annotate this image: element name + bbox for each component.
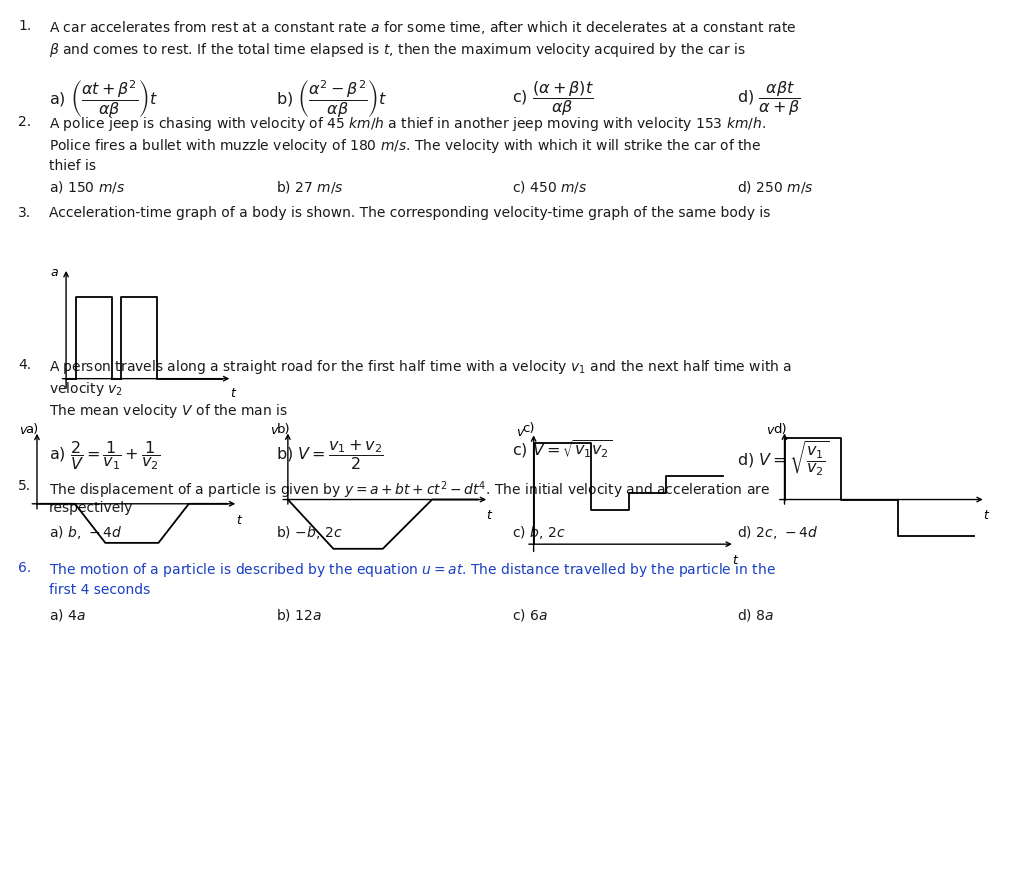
Text: t: t	[983, 510, 988, 523]
Text: 5.: 5.	[18, 479, 32, 493]
Text: b) $\left(\dfrac{\alpha^2 - \beta^2}{\alpha\beta}\right)t$: b) $\left(\dfrac{\alpha^2 - \beta^2}{\al…	[276, 79, 388, 121]
Text: A police jeep is chasing with velocity of 45 $km/h$ a thief in another jeep movi: A police jeep is chasing with velocity o…	[49, 115, 766, 134]
Text: c) $b,\,2c$: c) $b,\,2c$	[512, 524, 566, 541]
Text: $\beta$ and comes to rest. If the total time elapsed is $t$, then the maximum ve: $\beta$ and comes to rest. If the total …	[49, 41, 746, 59]
Text: t: t	[732, 554, 737, 567]
Text: 2.: 2.	[18, 115, 32, 129]
Text: Acceleration-time graph of a body is shown. The corresponding velocity-time grap: Acceleration-time graph of a body is sho…	[49, 206, 770, 220]
Text: b): b)	[276, 423, 290, 436]
Text: a) $\dfrac{2}{V} = \dfrac{1}{v_1} + \dfrac{1}{v_2}$: a) $\dfrac{2}{V} = \dfrac{1}{v_1} + \dfr…	[49, 439, 161, 472]
Text: d): d)	[773, 423, 786, 436]
Text: first 4 seconds: first 4 seconds	[49, 583, 151, 597]
Text: 4.: 4.	[18, 358, 32, 372]
Text: a) $\left(\dfrac{\alpha t + \beta^2}{\alpha\beta}\right)t$: a) $\left(\dfrac{\alpha t + \beta^2}{\al…	[49, 79, 159, 121]
Text: t: t	[236, 514, 241, 527]
Text: c) 450 $m/s$: c) 450 $m/s$	[512, 179, 588, 195]
Text: 6.: 6.	[18, 561, 32, 575]
Text: thief is: thief is	[49, 159, 96, 173]
Text: d) $8a$: d) $8a$	[737, 607, 774, 622]
Text: d) $V = \sqrt{\dfrac{v_1}{v_2}}$: d) $V = \sqrt{\dfrac{v_1}{v_2}}$	[737, 439, 829, 477]
Text: velocity $v_2$: velocity $v_2$	[49, 380, 123, 399]
Text: c): c)	[522, 422, 535, 435]
Text: A car accelerates from rest at a constant rate $a$ for some time, after which it: A car accelerates from rest at a constan…	[49, 19, 797, 36]
Text: 3.: 3.	[18, 206, 32, 220]
Text: A person travels along a straight road for the first half time with a velocity $: A person travels along a straight road f…	[49, 358, 793, 377]
Text: a) $4a$: a) $4a$	[49, 607, 86, 622]
Text: a) 150 $m/s$: a) 150 $m/s$	[49, 179, 126, 195]
Text: a): a)	[26, 423, 39, 436]
Text: v: v	[270, 424, 278, 437]
Text: b) 27 $m/s$: b) 27 $m/s$	[276, 179, 344, 195]
Text: v: v	[516, 426, 523, 439]
Text: v: v	[19, 425, 27, 437]
Text: d) 250 $m/s$: d) 250 $m/s$	[737, 179, 814, 195]
Text: c) $\dfrac{(\alpha + \beta)t}{\alpha\beta}$: c) $\dfrac{(\alpha + \beta)t}{\alpha\bet…	[512, 79, 594, 118]
Text: t: t	[486, 510, 492, 523]
Text: The displacement of a particle is given by $y = a + bt + ct^2 - dt^4$. The initi: The displacement of a particle is given …	[49, 479, 770, 501]
Text: d) $\dfrac{\alpha\beta t}{\alpha + \beta}$: d) $\dfrac{\alpha\beta t}{\alpha + \beta…	[737, 79, 801, 118]
Text: c) $6a$: c) $6a$	[512, 607, 548, 622]
Text: The motion of a particle is described by the equation $u = at$. The distance tra: The motion of a particle is described by…	[49, 561, 776, 579]
Text: v: v	[767, 424, 774, 437]
Text: d) $2c,\,-4d$: d) $2c,\,-4d$	[737, 524, 818, 541]
Text: b) $V = \dfrac{v_1 + v_2}{2}$: b) $V = \dfrac{v_1 + v_2}{2}$	[276, 439, 384, 473]
Text: respectively: respectively	[49, 501, 133, 515]
Text: b) $12a$: b) $12a$	[276, 607, 323, 622]
Text: b) $-b,\,2c$: b) $-b,\,2c$	[276, 524, 343, 541]
Text: Police fires a bullet with muzzle velocity of 180 $m/s$. The velocity with which: Police fires a bullet with muzzle veloci…	[49, 137, 762, 156]
Text: t: t	[229, 387, 234, 399]
Text: a) $b,\,-4d$: a) $b,\,-4d$	[49, 524, 123, 541]
Text: The mean velocity $V$ of the man is: The mean velocity $V$ of the man is	[49, 402, 288, 420]
Text: c) $V = \sqrt{v_1 v_2}$: c) $V = \sqrt{v_1 v_2}$	[512, 439, 612, 460]
Text: a: a	[50, 266, 58, 279]
Text: 1.: 1.	[18, 19, 32, 33]
